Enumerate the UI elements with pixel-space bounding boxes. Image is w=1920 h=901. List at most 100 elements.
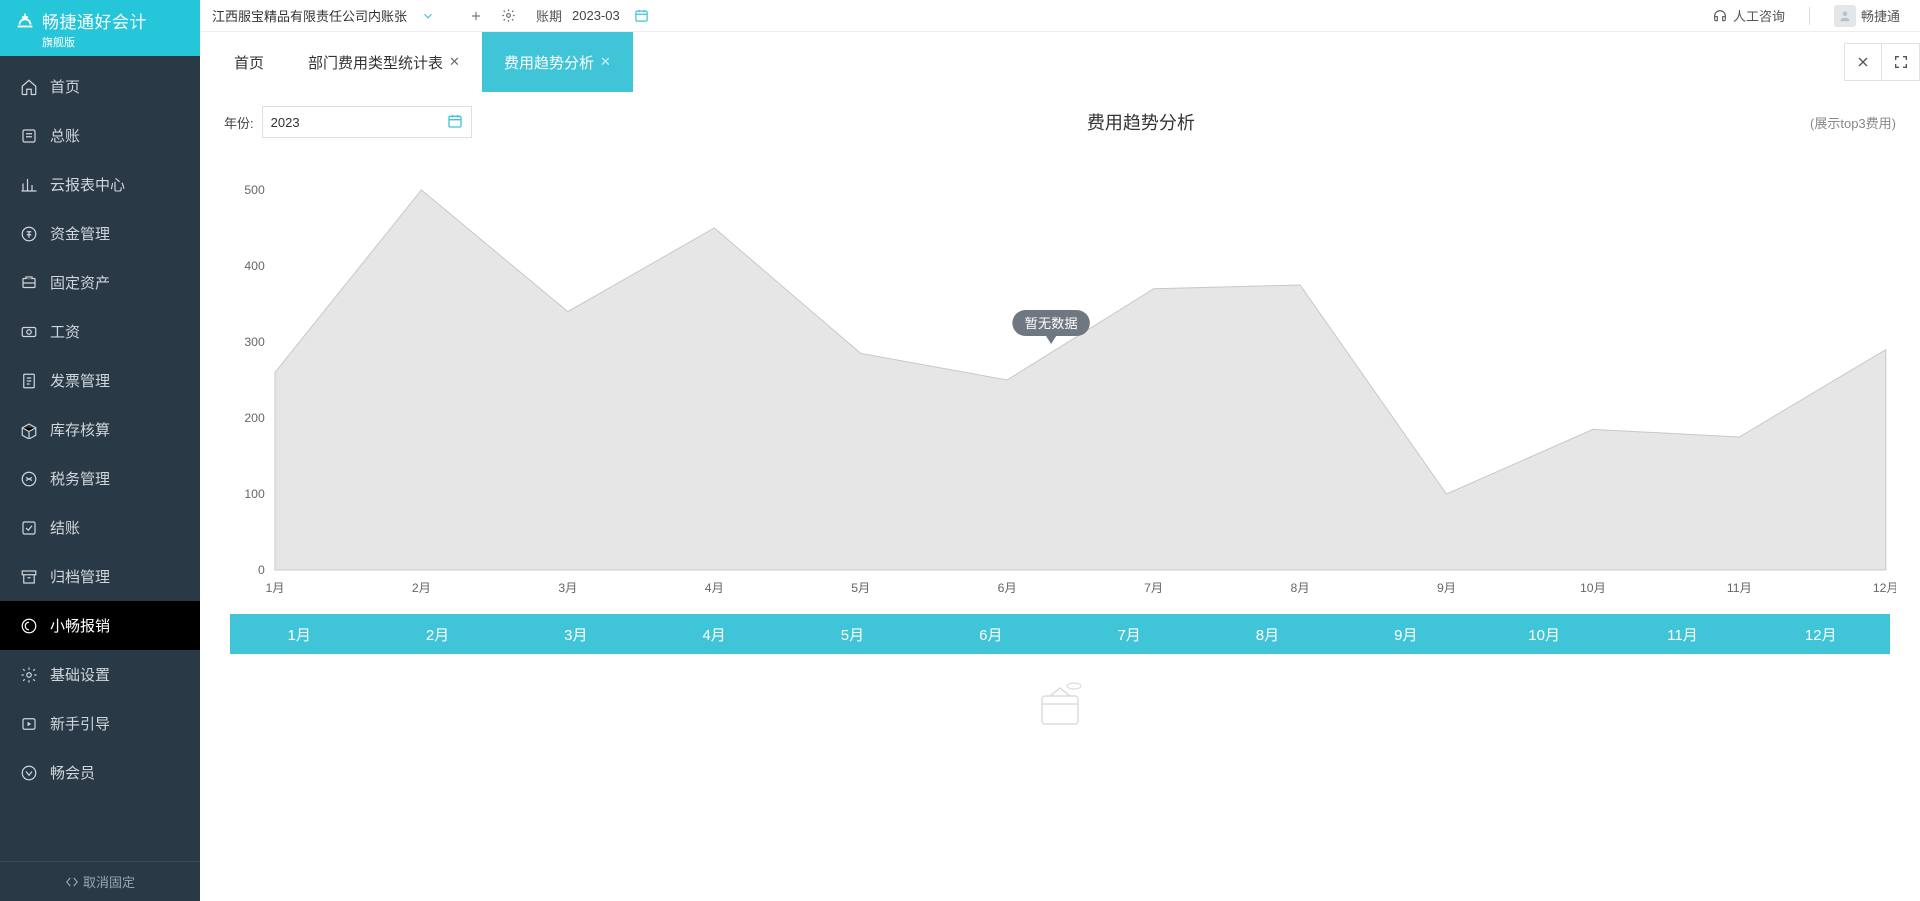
sidebar-item-guide[interactable]: 新手引导 bbox=[0, 699, 200, 748]
invoice-icon bbox=[20, 372, 38, 390]
sidebar-item-label: 库存核算 bbox=[50, 419, 110, 440]
sidebar-item-asset[interactable]: 固定资产 bbox=[0, 258, 200, 307]
svg-text:8月: 8月 bbox=[1291, 581, 1310, 595]
sidebar-item-archive[interactable]: 归档管理 bbox=[0, 552, 200, 601]
trend-chart: 01002003004005001月2月3月4月5月6月7月8月9月10月11月… bbox=[224, 160, 1896, 600]
sidebar-unpin-button[interactable]: 取消固定 bbox=[0, 861, 200, 901]
tab-label: 首页 bbox=[234, 52, 264, 73]
sidebar-item-settings[interactable]: 基础设置 bbox=[0, 650, 200, 699]
month-cell[interactable]: 11月 bbox=[1613, 624, 1751, 645]
funds-icon bbox=[20, 225, 38, 243]
sidebar: 畅捷通好会计 旗舰版 首页总账云报表中心资金管理固定资产工资发票管理库存核算税务… bbox=[0, 0, 200, 901]
support-label: 人工咨询 bbox=[1733, 6, 1785, 25]
svg-text:9月: 9月 bbox=[1437, 581, 1456, 595]
month-cell[interactable]: 6月 bbox=[922, 624, 1060, 645]
top3-note: (展示top3费用) bbox=[1810, 113, 1896, 132]
home-icon bbox=[20, 78, 38, 96]
sidebar-item-invoice[interactable]: 发票管理 bbox=[0, 356, 200, 405]
logo: 畅捷通好会计 旗舰版 bbox=[0, 0, 200, 56]
svg-text:6月: 6月 bbox=[998, 581, 1017, 595]
tab-close-icon[interactable]: ✕ bbox=[449, 54, 460, 70]
month-cell[interactable]: 10月 bbox=[1475, 624, 1613, 645]
sidebar-item-label: 首页 bbox=[50, 76, 80, 97]
sidebar-item-salary[interactable]: 工资 bbox=[0, 307, 200, 356]
sidebar-item-label: 总账 bbox=[50, 125, 80, 146]
sidebar-item-label: 税务管理 bbox=[50, 468, 110, 489]
sidebar-item-label: 工资 bbox=[50, 321, 80, 342]
svg-text:500: 500 bbox=[244, 183, 265, 197]
guide-icon bbox=[20, 715, 38, 733]
month-cell[interactable]: 3月 bbox=[507, 624, 645, 645]
add-icon[interactable] bbox=[465, 5, 487, 27]
sidebar-item-inventory[interactable]: 库存核算 bbox=[0, 405, 200, 454]
sidebar-item-label: 结账 bbox=[50, 517, 80, 538]
year-value: 2023 bbox=[271, 115, 300, 130]
chart-title: 费用趋势分析 bbox=[472, 109, 1810, 135]
settings-icon bbox=[20, 666, 38, 684]
period-label: 账期 bbox=[536, 6, 562, 25]
topbar: 江西服宝精品有限责任公司内账张 账期 2023-03 人工咨询 bbox=[200, 0, 1920, 32]
month-cell[interactable]: 12月 bbox=[1752, 624, 1890, 645]
sidebar-item-label: 基础设置 bbox=[50, 664, 110, 685]
sidebar-item-close[interactable]: 结账 bbox=[0, 503, 200, 552]
tab-0[interactable]: 首页 bbox=[212, 32, 286, 92]
month-cell[interactable]: 5月 bbox=[783, 624, 921, 645]
period-calendar-icon[interactable] bbox=[630, 4, 653, 27]
period-value: 2023-03 bbox=[572, 8, 620, 23]
user-menu[interactable]: 畅捷通 bbox=[1826, 5, 1908, 27]
tab-label: 部门费用类型统计表 bbox=[308, 52, 443, 73]
svg-text:200: 200 bbox=[244, 411, 265, 425]
settings-icon[interactable] bbox=[497, 4, 520, 27]
avatar bbox=[1834, 5, 1856, 27]
sidebar-item-tax[interactable]: 税务管理 bbox=[0, 454, 200, 503]
report-icon bbox=[20, 176, 38, 194]
tax-icon bbox=[20, 470, 38, 488]
svg-text:10月: 10月 bbox=[1580, 581, 1606, 595]
close-tab-button[interactable] bbox=[1844, 43, 1882, 81]
svg-text:暂无数据: 暂无数据 bbox=[1025, 316, 1078, 331]
svg-text:11月: 11月 bbox=[1727, 581, 1752, 595]
logo-text: 畅捷通好会计 bbox=[42, 8, 147, 33]
month-cell[interactable]: 1月 bbox=[230, 624, 368, 645]
month-cell[interactable]: 2月 bbox=[368, 624, 506, 645]
support-button[interactable]: 人工咨询 bbox=[1704, 6, 1793, 25]
tab-close-icon[interactable]: ✕ bbox=[600, 54, 611, 70]
calendar-icon bbox=[447, 113, 463, 132]
sidebar-item-home[interactable]: 首页 bbox=[0, 62, 200, 111]
tab-2[interactable]: 费用趋势分析 ✕ bbox=[482, 32, 633, 92]
sidebar-item-vip[interactable]: 畅会员 bbox=[0, 748, 200, 797]
archive-icon bbox=[20, 568, 38, 586]
company-name: 江西服宝精品有限责任公司内账张 bbox=[212, 6, 407, 25]
svg-text:400: 400 bbox=[244, 259, 265, 273]
year-input[interactable]: 2023 bbox=[262, 106, 472, 138]
footer-illustration bbox=[224, 676, 1896, 729]
sidebar-item-label: 发票管理 bbox=[50, 370, 110, 391]
fullscreen-button[interactable] bbox=[1882, 43, 1920, 81]
month-cell[interactable]: 4月 bbox=[645, 624, 783, 645]
inventory-icon bbox=[20, 421, 38, 439]
sidebar-nav: 首页总账云报表中心资金管理固定资产工资发票管理库存核算税务管理结账归档管理小畅报… bbox=[0, 56, 200, 861]
sidebar-item-report[interactable]: 云报表中心 bbox=[0, 160, 200, 209]
tabs-bar: 首页 部门费用类型统计表 ✕ 费用趋势分析 ✕ bbox=[200, 32, 1920, 92]
month-selector-bar: 1月2月3月4月5月6月7月8月9月10月11月12月 bbox=[230, 614, 1890, 654]
sidebar-item-ledger[interactable]: 总账 bbox=[0, 111, 200, 160]
ledger-icon bbox=[20, 127, 38, 145]
month-cell[interactable]: 7月 bbox=[1060, 624, 1198, 645]
sidebar-item-label: 固定资产 bbox=[50, 272, 110, 293]
tab-1[interactable]: 部门费用类型统计表 ✕ bbox=[286, 32, 482, 92]
month-cell[interactable]: 8月 bbox=[1198, 624, 1336, 645]
month-cell[interactable]: 9月 bbox=[1337, 624, 1475, 645]
company-dropdown-icon[interactable] bbox=[417, 5, 439, 27]
salary-icon bbox=[20, 323, 38, 341]
sidebar-item-label: 云报表中心 bbox=[50, 174, 125, 195]
asset-icon bbox=[20, 274, 38, 292]
sidebar-item-label: 新手引导 bbox=[50, 713, 110, 734]
svg-text:2月: 2月 bbox=[412, 581, 431, 595]
tab-label: 费用趋势分析 bbox=[504, 52, 594, 73]
svg-text:0: 0 bbox=[258, 563, 265, 577]
sidebar-item-funds[interactable]: 资金管理 bbox=[0, 209, 200, 258]
svg-text:7月: 7月 bbox=[1144, 581, 1163, 595]
sidebar-item-expense[interactable]: 小畅报销 bbox=[0, 601, 200, 650]
main: 江西服宝精品有限责任公司内账张 账期 2023-03 人工咨询 bbox=[200, 0, 1920, 901]
svg-text:5月: 5月 bbox=[851, 581, 870, 595]
